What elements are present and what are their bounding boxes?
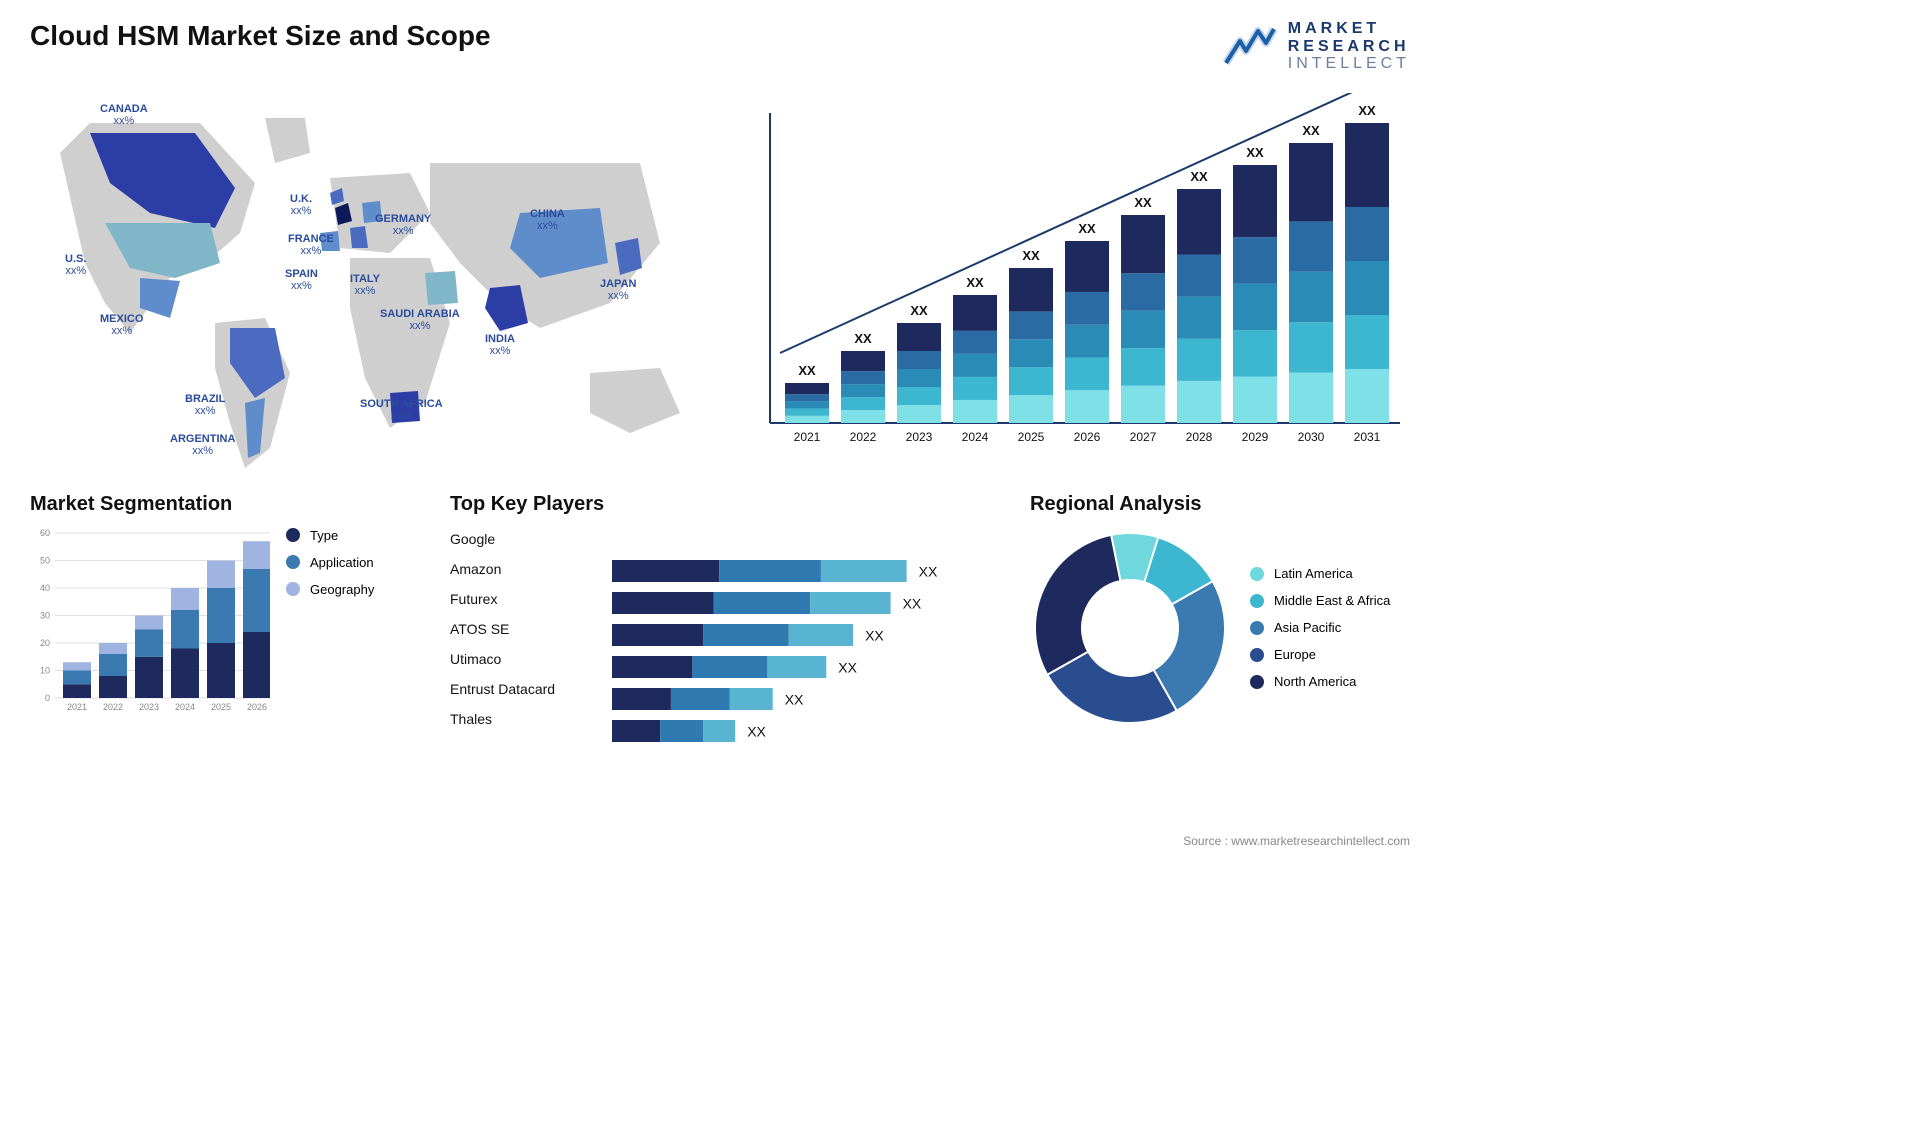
regional-title: Regional Analysis [1030, 493, 1410, 516]
segmentation-section: Market Segmentation 0 10 20 30 40 50 60 2021 202… [30, 493, 430, 752]
legend-item: Geography [286, 582, 374, 597]
svg-text:2030: 2030 [1298, 430, 1325, 444]
svg-text:2025: 2025 [211, 702, 231, 712]
growth-chart-svg: XX 2021 XX 2022 XX 2023 XX 2024 XX 2025 XX 2026 XX 20… [760, 93, 1410, 473]
regional-donut-svg [1030, 528, 1230, 728]
svg-text:2021: 2021 [794, 430, 821, 444]
svg-text:XX: XX [910, 303, 928, 318]
segmentation-title: Market Segmentation [30, 493, 430, 516]
brand-logo: MARKET RESEARCH INTELLECT [1222, 20, 1410, 73]
map-label: SPAINxx% [285, 268, 318, 293]
map-label: ARGENTINAxx% [170, 433, 235, 458]
legend-item: Middle East & Africa [1250, 593, 1390, 608]
segmentation-legend: Type Application Geography [286, 528, 374, 718]
svg-text:XX: XX [919, 563, 938, 579]
svg-text:XX: XX [838, 659, 857, 675]
map-label: U.K.xx% [290, 193, 312, 218]
map-label: SOUTH AFRICAxx% [360, 398, 443, 423]
page-title: Cloud HSM Market Size and Scope [30, 20, 491, 52]
svg-text:50: 50 [40, 555, 50, 565]
key-player-name: ATOS SE [450, 618, 600, 640]
map-label: FRANCExx% [288, 233, 334, 258]
svg-text:30: 30 [40, 610, 50, 620]
svg-text:2028: 2028 [1186, 430, 1213, 444]
svg-text:XX: XX [1246, 145, 1264, 160]
svg-text:2024: 2024 [175, 702, 195, 712]
svg-text:10: 10 [40, 665, 50, 675]
svg-text:2026: 2026 [1074, 430, 1101, 444]
key-players-section: Top Key Players Google Amazon Futurex ATOS … [450, 493, 1010, 752]
svg-text:2027: 2027 [1130, 430, 1157, 444]
map-label: BRAZILxx% [185, 393, 225, 418]
svg-text:XX: XX [1022, 248, 1040, 263]
svg-text:XX: XX [903, 595, 922, 611]
svg-text:XX: XX [1134, 195, 1152, 210]
key-player-name: Entrust Datacard [450, 678, 600, 700]
logo-text-3: INTELLECT [1288, 55, 1410, 73]
legend-item: Asia Pacific [1250, 620, 1390, 635]
svg-text:2022: 2022 [850, 430, 877, 444]
growth-chart: XX 2021 XX 2022 XX 2023 XX 2024 XX 2025 XX 2026 XX 20… [760, 93, 1410, 473]
svg-text:2031: 2031 [1354, 430, 1381, 444]
svg-text:XX: XX [854, 331, 872, 346]
svg-text:XX: XX [966, 275, 984, 290]
svg-text:XX: XX [1190, 169, 1208, 184]
regional-section: Regional Analysis Latin America Middle Ea… [1030, 493, 1410, 752]
svg-text:XX: XX [865, 627, 884, 643]
key-player-name: Thales [450, 708, 600, 730]
key-player-name: Amazon [450, 558, 600, 580]
svg-text:40: 40 [40, 583, 50, 593]
map-label: JAPANxx% [600, 278, 636, 303]
logo-swoosh-icon [1222, 21, 1278, 71]
key-players-title: Top Key Players [450, 493, 1010, 516]
svg-text:XX: XX [1358, 103, 1376, 118]
svg-text:20: 20 [40, 638, 50, 648]
map-label: GERMANYxx% [375, 213, 431, 238]
key-player-name: Futurex [450, 588, 600, 610]
legend-item: Europe [1250, 647, 1390, 662]
svg-text:2023: 2023 [906, 430, 933, 444]
segmentation-chart-svg: 0 10 20 30 40 50 60 2021 2022 2023 2024 2025 2026 [30, 528, 270, 718]
svg-text:2029: 2029 [1242, 430, 1269, 444]
key-player-name: Google [450, 528, 600, 550]
logo-text-2: RESEARCH [1288, 38, 1410, 56]
svg-text:60: 60 [40, 528, 50, 538]
map-label: ITALYxx% [350, 273, 380, 298]
svg-text:2025: 2025 [1018, 430, 1045, 444]
legend-item: Type [286, 528, 374, 543]
svg-text:2023: 2023 [139, 702, 159, 712]
map-label: CANADAxx% [100, 103, 148, 128]
map-label: INDIAxx% [485, 333, 515, 358]
regional-legend: Latin America Middle East & Africa Asia Pa… [1250, 566, 1390, 689]
key-players-labels: Google Amazon Futurex ATOS SE Utimaco Entrust… [450, 528, 600, 752]
svg-text:XX: XX [798, 363, 816, 378]
logo-text-1: MARKET [1288, 20, 1410, 38]
map-label: CHINAxx% [530, 208, 565, 233]
key-player-name: Utimaco [450, 648, 600, 670]
svg-text:0: 0 [45, 693, 50, 703]
svg-text:XX: XX [1078, 221, 1096, 236]
svg-text:2022: 2022 [103, 702, 123, 712]
legend-item: Latin America [1250, 566, 1390, 581]
map-label: MEXICOxx% [100, 313, 143, 338]
svg-text:XX: XX [785, 691, 804, 707]
legend-item: Application [286, 555, 374, 570]
svg-text:2024: 2024 [962, 430, 989, 444]
legend-item: North America [1250, 674, 1390, 689]
map-label: SAUDI ARABIAxx% [380, 308, 460, 333]
svg-text:XX: XX [1302, 123, 1320, 138]
svg-text:2026: 2026 [247, 702, 267, 712]
svg-text:2021: 2021 [67, 702, 87, 712]
map-label: U.S.xx% [65, 253, 86, 278]
key-players-chart-svg: XX XX XX XX XX XX [612, 528, 962, 752]
svg-text:XX: XX [747, 723, 766, 739]
world-map: CANADAxx% U.S.xx% MEXICOxx% BRAZILxx% ARGENT… [30, 93, 730, 473]
source-text: Source : www.marketresearchintellect.com [1183, 834, 1410, 848]
